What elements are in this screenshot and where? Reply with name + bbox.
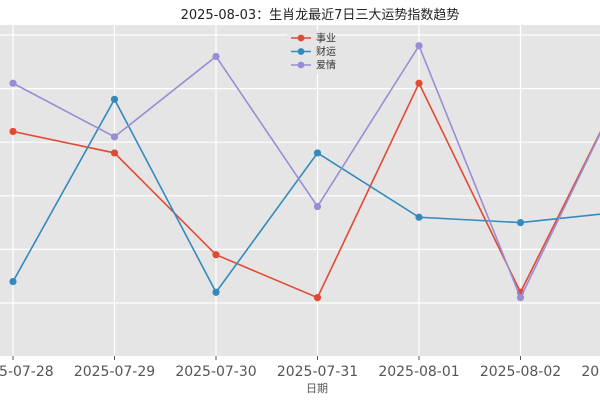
data-point bbox=[313, 149, 322, 157]
series-lines bbox=[9, 42, 600, 302]
data-point bbox=[313, 202, 322, 211]
data-point bbox=[110, 149, 119, 157]
x-tick-label: 2025-07-30 bbox=[175, 364, 256, 380]
x-tick-label: 2025-08-02 bbox=[480, 364, 561, 380]
legend-label: 爱情 bbox=[316, 59, 336, 72]
x-tick-label: 2025-08-01 bbox=[378, 364, 459, 380]
data-point bbox=[9, 79, 17, 87]
data-point bbox=[415, 213, 423, 221]
legend-label: 财运 bbox=[316, 45, 336, 58]
legend-label: 事业 bbox=[316, 32, 336, 45]
data-point bbox=[415, 79, 423, 87]
data-point bbox=[9, 127, 17, 136]
data-point bbox=[415, 42, 423, 50]
legend-marker-icon bbox=[297, 34, 305, 42]
data-point bbox=[212, 52, 220, 61]
data-point bbox=[9, 277, 17, 286]
legend-item: 爱情 bbox=[291, 59, 336, 72]
x-tick-label: 2025-07-28 bbox=[0, 364, 54, 380]
x-tick-label: 2025-07-29 bbox=[74, 364, 155, 380]
series-财运 bbox=[9, 95, 600, 296]
legend-item: 事业 bbox=[291, 32, 336, 45]
plot-area bbox=[0, 25, 600, 356]
data-point bbox=[212, 288, 220, 296]
data-point bbox=[313, 294, 322, 302]
data-point bbox=[212, 251, 220, 259]
chart-title: 2025-08-03：生肖龙最近7日三大运势指数趋势 bbox=[180, 8, 460, 23]
x-axis-label: 日期 bbox=[306, 382, 328, 395]
data-point bbox=[110, 95, 119, 103]
data-point bbox=[110, 133, 119, 141]
x-tick-label: 2025-08-03 bbox=[581, 364, 600, 380]
legend-marker-icon bbox=[297, 48, 305, 55]
data-point bbox=[516, 294, 525, 302]
series-爱情 bbox=[9, 42, 600, 302]
legend-marker-icon bbox=[297, 61, 305, 69]
data-point bbox=[516, 219, 525, 227]
legend-item: 财运 bbox=[291, 45, 336, 58]
x-axis-ticks: 2025-07-28 2025-07-29 2025-07-30 2025-07-31… bbox=[0, 356, 600, 380]
x-tick-label: 2025-07-31 bbox=[277, 364, 358, 380]
